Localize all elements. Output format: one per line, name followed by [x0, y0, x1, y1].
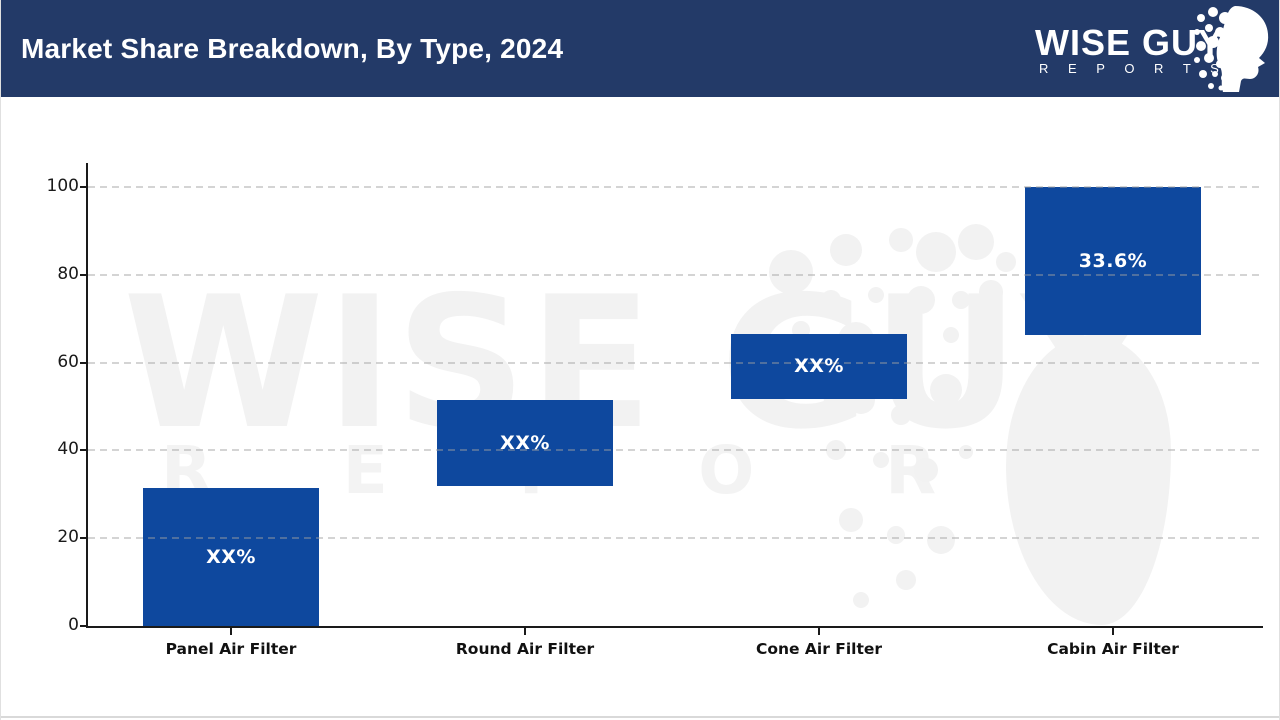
watermark-dot [907, 286, 935, 314]
y-tick [80, 273, 88, 276]
watermark-dot [943, 327, 959, 343]
y-tick-label: 100 [46, 176, 79, 196]
brand-logo-text: WISE GUY [1035, 22, 1224, 63]
y-tick-label: 60 [57, 351, 79, 372]
x-axis-label: Cone Air Filter [755, 640, 883, 658]
watermark-dot [891, 405, 911, 425]
watermark-dot [889, 228, 913, 252]
watermark-dot [769, 250, 813, 294]
bar-value-label: 33.6% [1078, 249, 1148, 272]
brand-logo: WISE GUY R E P O R T S [1023, 0, 1273, 97]
watermark-face-shape [1006, 335, 1171, 625]
bar-panel-air-filter [143, 487, 319, 626]
bar-value-label: XX% [500, 432, 550, 455]
y-axis-spine [86, 163, 88, 628]
y-tick [80, 625, 88, 627]
watermark-dot [952, 291, 970, 309]
x-axis-label: Cabin Air Filter [1047, 640, 1179, 658]
y-tick-label: 20 [57, 527, 79, 548]
x-tick [1112, 627, 1114, 635]
gridline [88, 361, 1263, 364]
x-axis-label: Panel Air Filter [165, 640, 297, 658]
bar-value-label: XX% [206, 545, 256, 568]
watermark-dot [839, 508, 863, 532]
watermark-dot [868, 287, 884, 303]
x-tick [230, 627, 232, 635]
watermark-dot [830, 234, 862, 266]
y-tick [80, 361, 88, 364]
y-tick-label: 0 [68, 615, 79, 635]
watermark-dot [821, 290, 841, 310]
y-tick [80, 537, 88, 540]
gridline [88, 186, 1263, 188]
footer-divider [1, 716, 1279, 718]
y-tick-label: 40 [57, 439, 79, 460]
watermark-dot [927, 526, 955, 554]
watermark-dot [853, 592, 869, 608]
x-tick [524, 627, 526, 635]
watermark-dot [826, 440, 846, 460]
gridline [88, 449, 1263, 452]
x-tick [818, 627, 820, 635]
gridline [88, 537, 1263, 540]
bar-cabin-air-filter [1025, 187, 1201, 335]
bar-value-label: XX% [794, 355, 844, 378]
brand-logo-subtext: R E P O R T S [1039, 61, 1227, 76]
watermark-dot [959, 445, 973, 459]
gridline [88, 273, 1263, 276]
watermark-dot [914, 458, 938, 482]
bar-round-air-filter [437, 399, 613, 487]
watermark-dot [887, 526, 905, 544]
watermark-dot [873, 452, 889, 468]
y-tick [80, 449, 88, 452]
watermark-dot [916, 232, 956, 272]
watermark-dot [930, 374, 962, 406]
y-tick [80, 186, 88, 188]
watermark-dot [896, 570, 916, 590]
bar-cone-air-filter [731, 333, 907, 400]
watermark-dot [979, 280, 1003, 304]
brand-face-icon [1194, 6, 1269, 92]
x-axis-label: Round Air Filter [455, 640, 595, 658]
page-title: Market Share Breakdown, By Type, 2024 [21, 32, 564, 64]
x-axis-spine [86, 626, 1263, 628]
y-tick-label: 80 [57, 263, 79, 284]
watermark-dot [996, 252, 1016, 272]
watermark-dot [958, 224, 994, 260]
header-band: Market Share Breakdown, By Type, 2024 WI… [1, 0, 1279, 97]
watermark-dot [977, 363, 995, 381]
